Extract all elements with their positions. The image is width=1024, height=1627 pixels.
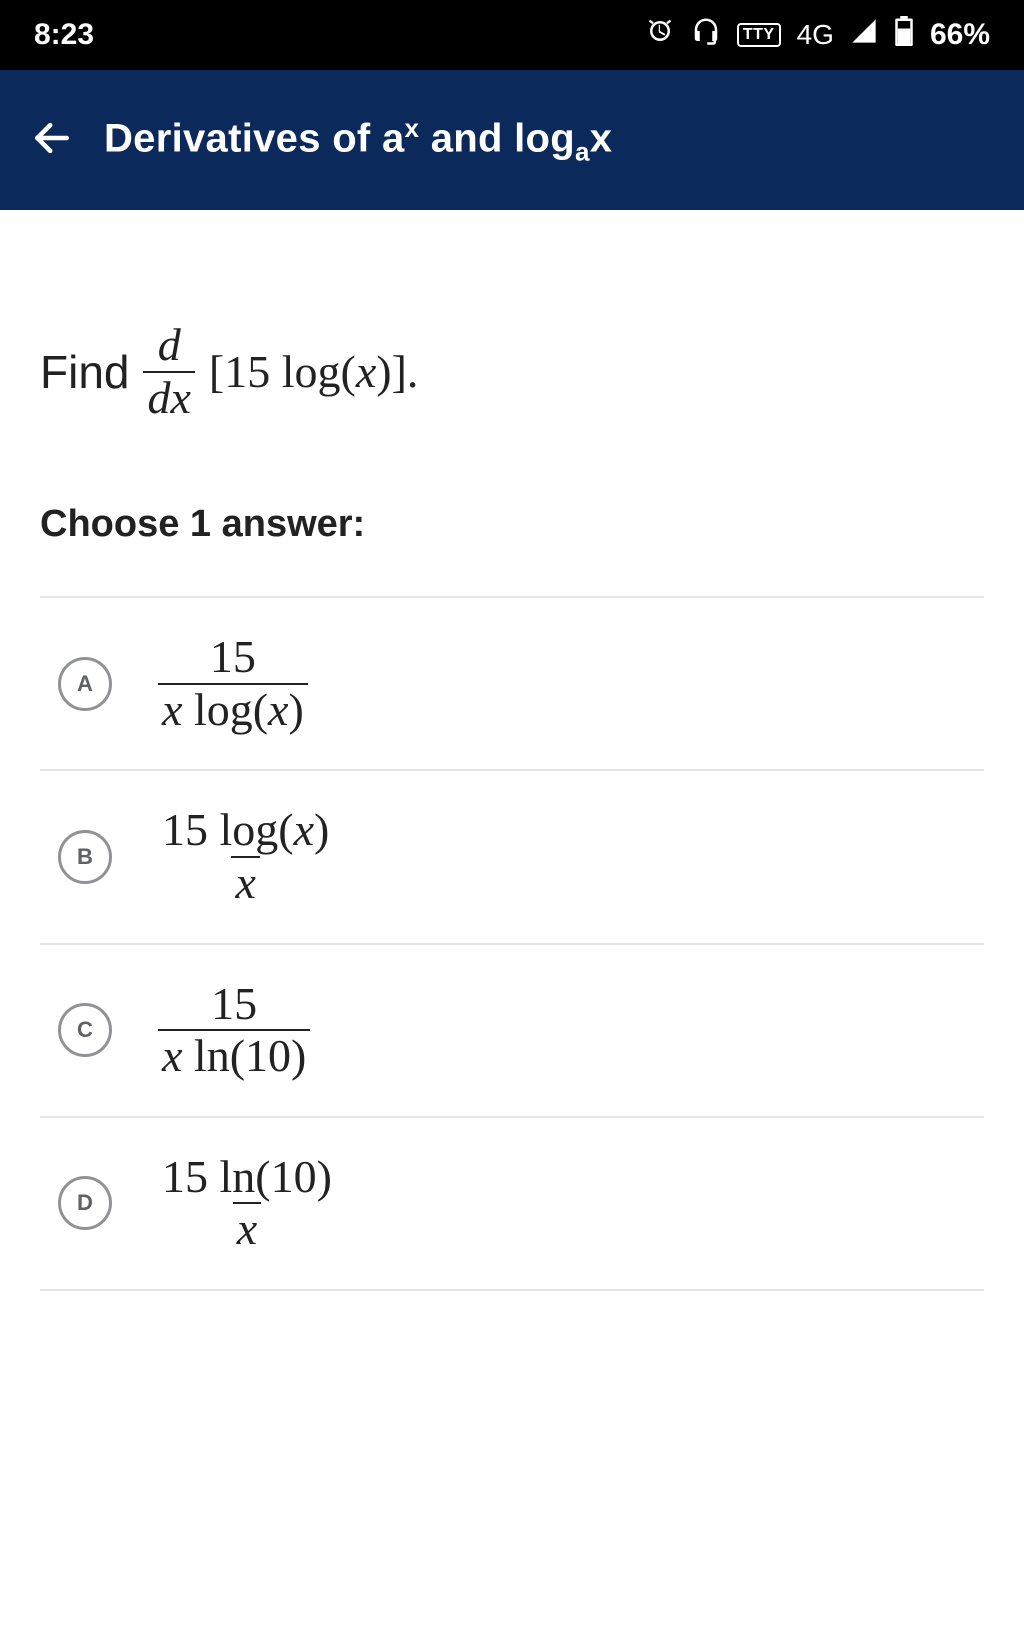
choose-label: Choose 1 answer:: [40, 503, 984, 546]
option-d-fraction: 15 ln(10) x: [158, 1152, 336, 1255]
battery-icon: [894, 16, 914, 54]
status-time: 8:23: [34, 18, 94, 52]
expr-func: log: [282, 346, 341, 397]
opt-c-den-x: x: [162, 1030, 194, 1081]
answers-list: A 15 x log(x) B 15 log(x) x C 15 x ln(10…: [40, 596, 984, 1291]
opt-a-den-func: log: [194, 684, 253, 735]
option-letter: A: [58, 657, 112, 711]
opt-d-num-15: 15: [162, 1151, 220, 1202]
answer-option-a[interactable]: A 15 x log(x): [40, 596, 984, 769]
title-text-1: Derivatives of a: [104, 116, 405, 160]
opt-d-num-func: ln: [220, 1151, 256, 1202]
network-label: 4G: [797, 19, 834, 51]
status-right-cluster: TTY 4G 66%: [645, 16, 990, 54]
signal-icon: [850, 17, 878, 53]
question-expression: [15 log(x)].: [209, 345, 419, 398]
find-label: Find: [40, 345, 129, 399]
opt-b-num: 15 log(x): [158, 805, 333, 856]
page-title: Derivatives of ax and logax: [104, 113, 612, 167]
expr-close: ].: [392, 346, 419, 397]
option-letter: B: [58, 830, 112, 884]
option-letter: D: [58, 1176, 112, 1230]
content-area: Find d dx [15 log(x)]. Choose 1 answer: …: [0, 210, 1024, 1291]
expr-arg: (x): [341, 346, 392, 397]
option-c-fraction: 15 x ln(10): [158, 979, 310, 1082]
back-icon[interactable]: [30, 116, 74, 165]
option-b-fraction: 15 log(x) x: [158, 805, 333, 908]
title-sub: a: [575, 136, 590, 166]
opt-c-den-arg: (10): [230, 1030, 307, 1081]
opt-d-den: x: [233, 1202, 261, 1255]
d-num: d: [154, 320, 185, 371]
title-text-2: and log: [419, 116, 575, 160]
answer-option-b[interactable]: B 15 log(x) x: [40, 769, 984, 942]
opt-b-num-func: log: [220, 804, 279, 855]
answer-option-d[interactable]: D 15 ln(10) x: [40, 1116, 984, 1291]
headset-icon: [691, 16, 721, 54]
opt-a-den: x log(x): [158, 683, 308, 736]
opt-a-num: 15: [206, 632, 260, 683]
title-text-3: x: [590, 116, 613, 160]
opt-b-num-15: 15: [162, 804, 220, 855]
d-den: dx: [143, 371, 194, 424]
title-sup: x: [405, 113, 420, 143]
alarm-icon: [645, 16, 675, 54]
answer-option-c[interactable]: C 15 x ln(10): [40, 943, 984, 1116]
option-letter: C: [58, 1003, 112, 1057]
status-bar: 8:23 TTY 4G 66%: [0, 0, 1024, 70]
opt-d-num-arg: (10): [255, 1151, 332, 1202]
opt-b-den: x: [231, 856, 259, 909]
question-stem: Find d dx [15 log(x)].: [40, 320, 984, 423]
opt-c-num: 15: [207, 979, 261, 1030]
opt-c-den: x ln(10): [158, 1029, 310, 1082]
opt-d-num: 15 ln(10): [158, 1152, 336, 1203]
expr-open: [15: [209, 346, 270, 397]
app-header: Derivatives of ax and logax: [0, 70, 1024, 210]
derivative-operator: d dx: [143, 320, 194, 423]
opt-c-den-func: ln: [194, 1030, 230, 1081]
battery-percent: 66%: [930, 18, 990, 52]
opt-a-den-x: x: [162, 684, 194, 735]
option-a-fraction: 15 x log(x): [158, 632, 308, 735]
tty-icon: TTY: [737, 23, 781, 47]
